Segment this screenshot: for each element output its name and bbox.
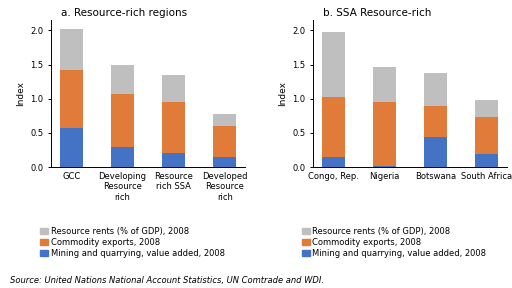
- Bar: [424, 106, 447, 137]
- Bar: [111, 65, 134, 94]
- Bar: [322, 97, 345, 157]
- Bar: [475, 117, 498, 154]
- Bar: [111, 94, 134, 147]
- Bar: [162, 102, 185, 154]
- Bar: [214, 157, 237, 167]
- Bar: [322, 157, 345, 167]
- Bar: [162, 154, 185, 167]
- Bar: [60, 70, 83, 128]
- Bar: [214, 126, 237, 157]
- Bar: [214, 114, 237, 126]
- Bar: [111, 147, 134, 167]
- Bar: [60, 128, 83, 167]
- Bar: [424, 137, 447, 167]
- Bar: [162, 75, 185, 102]
- Text: b. SSA Resource-rich: b. SSA Resource-rich: [323, 8, 431, 18]
- Legend: Resource rents (% of GDP), 2008, Commodity exports, 2008, Mining and quarrying, : Resource rents (% of GDP), 2008, Commodi…: [40, 227, 225, 258]
- Bar: [424, 73, 447, 106]
- Y-axis label: Index: Index: [16, 81, 25, 106]
- Bar: [373, 102, 396, 166]
- Bar: [373, 67, 396, 102]
- Text: a. Resource-rich regions: a. Resource-rich regions: [61, 8, 187, 18]
- Legend: Resource rents (% of GDP), 2008, Commodity exports, 2008, Mining and quarrying, : Resource rents (% of GDP), 2008, Commodi…: [302, 227, 486, 258]
- Bar: [475, 100, 498, 117]
- Bar: [373, 166, 396, 167]
- Bar: [60, 29, 83, 70]
- Bar: [322, 32, 345, 97]
- Bar: [475, 154, 498, 167]
- Text: Source: United Nations National Account Statistics, UN Comtrade and WDI.: Source: United Nations National Account …: [10, 276, 324, 285]
- Y-axis label: Index: Index: [278, 81, 287, 106]
